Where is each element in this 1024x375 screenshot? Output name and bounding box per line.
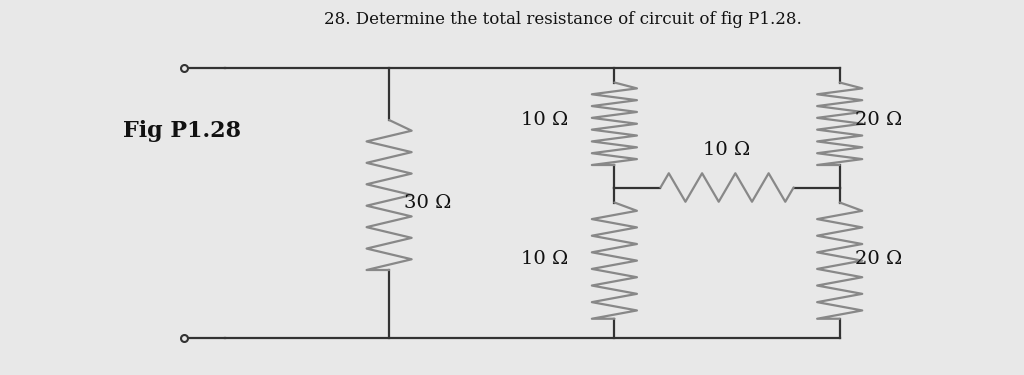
Text: 30 Ω: 30 Ω [404,194,452,211]
Text: 10 Ω: 10 Ω [703,141,751,159]
Text: Fig P1.28: Fig P1.28 [123,120,241,142]
Text: 10 Ω: 10 Ω [521,111,568,129]
Text: 10 Ω: 10 Ω [521,250,568,268]
Text: 20 Ω: 20 Ω [855,111,902,129]
Text: 20 Ω: 20 Ω [855,250,902,268]
Text: 28. Determine the total resistance of circuit of fig P1.28.: 28. Determine the total resistance of ci… [325,11,802,28]
